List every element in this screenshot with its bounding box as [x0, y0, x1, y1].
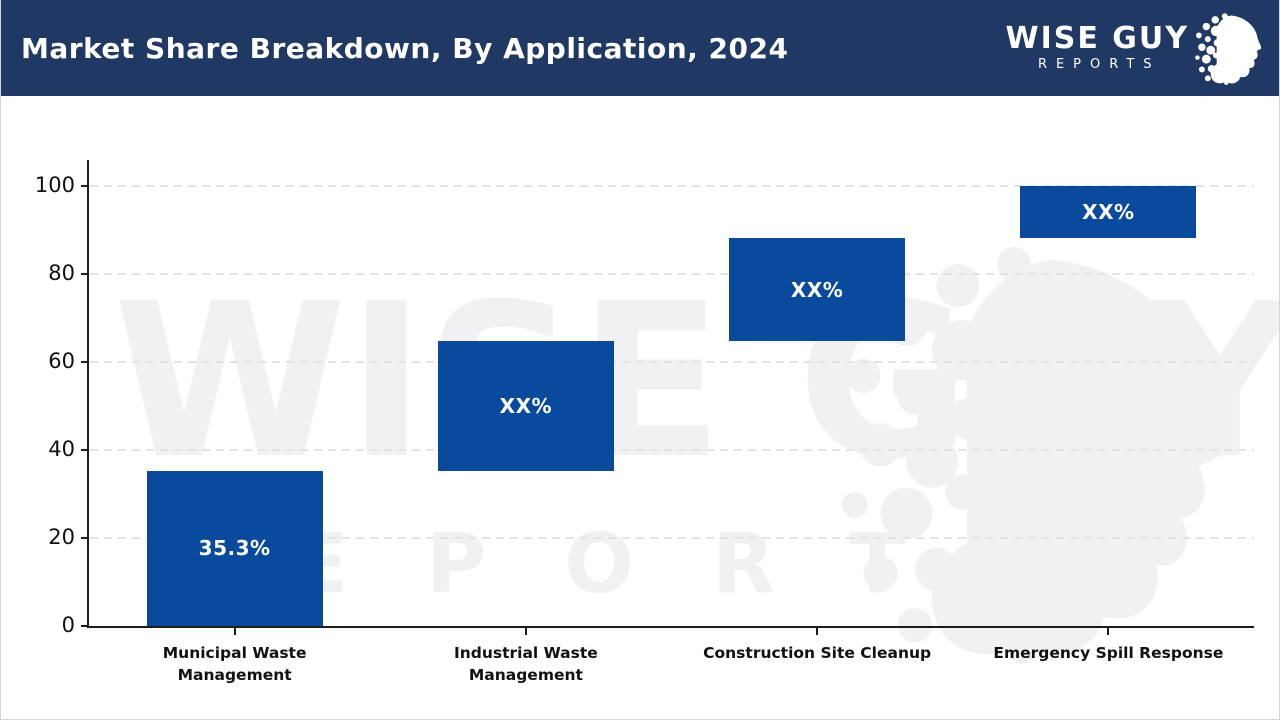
x-axis-tick — [816, 628, 819, 635]
page-title: Market Share Breakdown, By Application, … — [21, 31, 789, 65]
bar-value-label: XX% — [1082, 199, 1135, 224]
brand-subtitle: REPORTS — [1037, 57, 1161, 72]
x-axis-label: Emergency Spill Response — [993, 644, 1224, 662]
x-axis-tick — [1107, 628, 1110, 635]
bar: 35.3% — [146, 470, 323, 626]
x-axis-tick — [233, 628, 236, 635]
y-tick-label: 0 — [61, 613, 75, 637]
x-axis-label: Industrial Waste Management — [453, 644, 598, 684]
gridline — [90, 185, 1254, 187]
chart: WISE GUY REPORTS 0 20 40 60 80 100 35.3% Munici… — [1, 96, 1279, 719]
bar: XX% — [437, 341, 614, 471]
y-axis-tick — [81, 625, 89, 627]
y-tick-label: 80 — [48, 261, 75, 285]
gridline — [90, 273, 1254, 275]
y-axis-line — [87, 160, 89, 628]
bar-value-label: 35.3% — [198, 536, 271, 561]
y-tick-label: 20 — [48, 525, 75, 549]
y-tick-label: 60 — [48, 349, 75, 373]
x-axis-tick — [524, 628, 527, 635]
bar-value-label: XX% — [790, 277, 844, 302]
brand-logo-text: WISE GUY REPORTS — [1005, 21, 1189, 73]
y-tick-label: 40 — [48, 437, 75, 461]
y-axis-tick — [81, 361, 89, 363]
y-tick-label: 100 — [34, 173, 75, 197]
y-axis-tick — [81, 449, 89, 451]
y-axis-tick — [81, 185, 89, 187]
brand-name: WISE GUY — [1005, 21, 1189, 56]
x-axis-label: Municipal Waste Management — [162, 644, 307, 684]
y-axis-tick — [81, 273, 89, 275]
gridline — [90, 361, 1254, 363]
x-axis-line — [87, 626, 1254, 628]
gridline — [90, 449, 1254, 451]
bar: XX% — [1020, 186, 1197, 238]
header: Market Share Breakdown, By Application, … — [1, 0, 1279, 96]
brand-logo: WISE GUY REPORTS — [1005, 0, 1279, 96]
bar: XX% — [729, 237, 906, 342]
y-axis-tick — [81, 537, 89, 539]
dotted-head-profile-icon — [1195, 13, 1262, 85]
x-axis-label: Construction Site Cleanup — [703, 644, 932, 662]
bar-value-label: XX% — [499, 393, 553, 418]
gridline — [90, 537, 1254, 539]
